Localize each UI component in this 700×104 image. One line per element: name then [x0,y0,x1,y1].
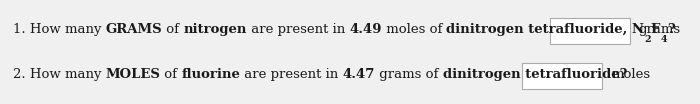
Text: dinitrogen tetrafluoride?: dinitrogen tetrafluoride? [443,68,627,81]
Text: moles of: moles of [382,23,446,36]
Text: 4.49: 4.49 [349,23,382,36]
Text: of: of [162,23,183,36]
Text: MOLES: MOLES [105,68,160,81]
Text: of: of [160,68,181,81]
Text: moles: moles [611,68,650,81]
Text: dinitrogen tetrafluoride, N: dinitrogen tetrafluoride, N [446,23,644,36]
Text: 2: 2 [644,35,651,44]
Text: 1. How many: 1. How many [13,23,105,36]
Text: 2. How many: 2. How many [13,68,105,81]
Text: F: F [651,23,660,36]
Text: 4.47: 4.47 [343,68,375,81]
Text: GRAMS: GRAMS [105,23,162,36]
FancyBboxPatch shape [522,63,602,89]
Text: grams of: grams of [375,68,443,81]
Text: ?: ? [667,23,675,36]
Text: nitrogen: nitrogen [183,23,246,36]
Text: 4: 4 [660,35,667,44]
FancyBboxPatch shape [550,18,630,44]
Text: grams: grams [638,23,680,36]
Text: are present in: are present in [246,23,349,36]
Text: are present in: are present in [240,68,343,81]
Text: fluorine: fluorine [181,68,240,81]
